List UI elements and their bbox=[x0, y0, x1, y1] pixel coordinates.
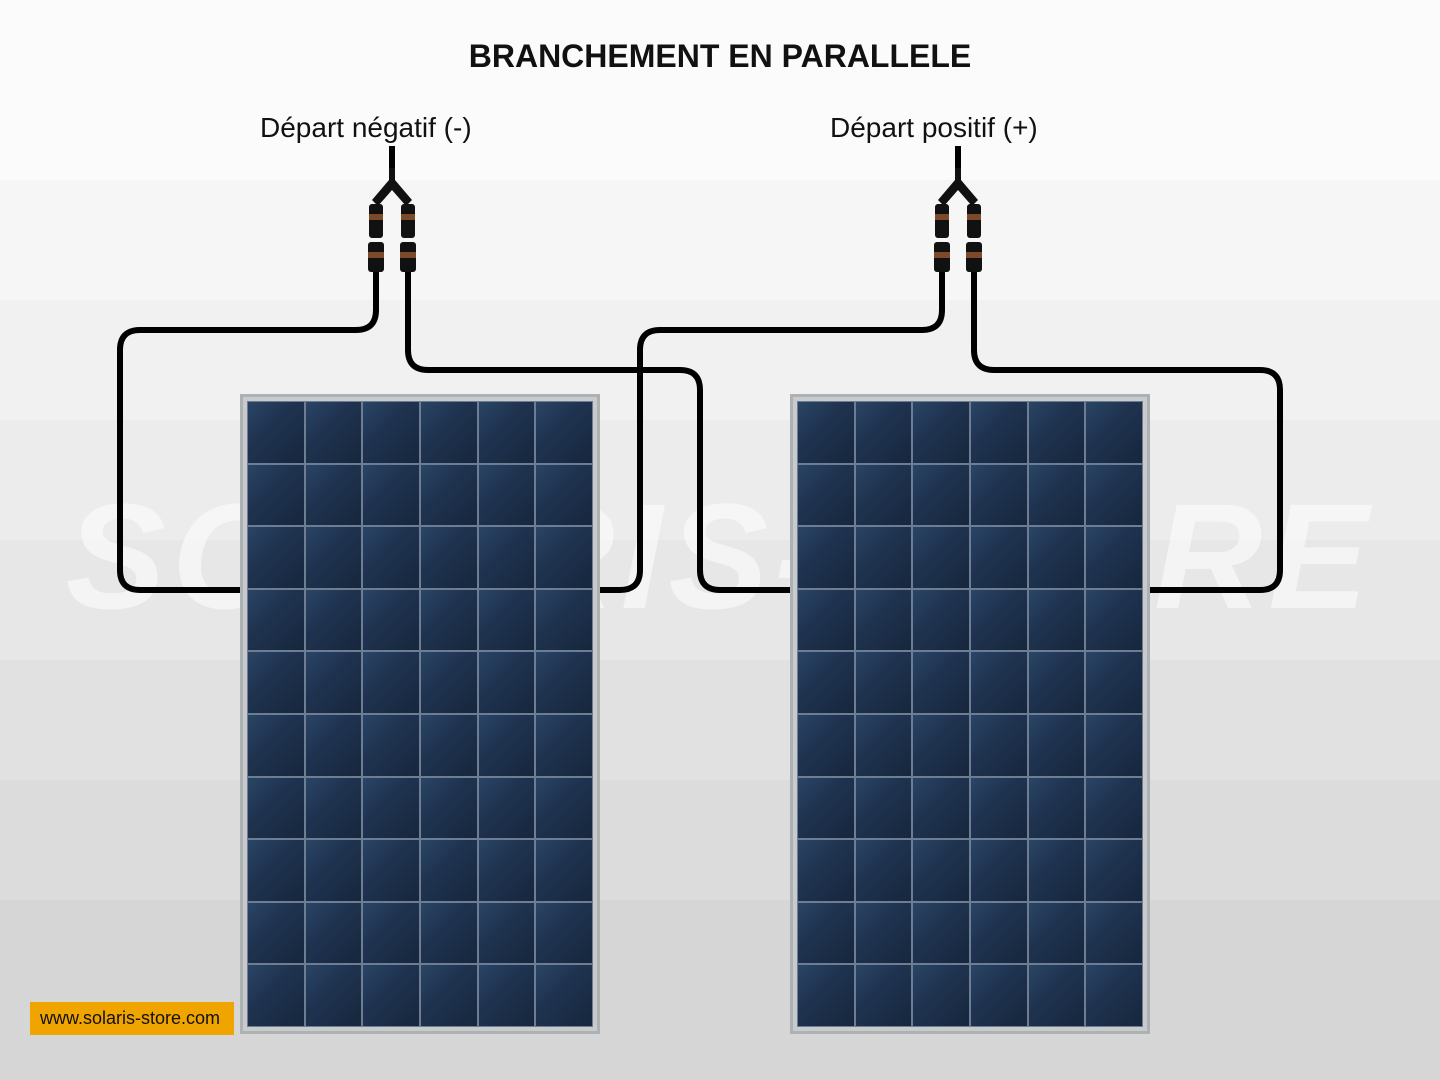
solar-panel-right bbox=[790, 394, 1150, 1034]
source-url-tag: www.solaris-store.com bbox=[30, 1002, 234, 1035]
label-positive: Départ positif (+) bbox=[830, 112, 1038, 144]
diagram-stage: SOLARIS-STORE BRANCHEMENT EN PARALLELE D… bbox=[0, 0, 1440, 1080]
panel-cells bbox=[247, 401, 593, 1027]
diagram-title: BRANCHEMENT EN PARALLELE bbox=[0, 38, 1440, 75]
panel-cells bbox=[797, 401, 1143, 1027]
solar-panel-left bbox=[240, 394, 600, 1034]
label-negative: Départ négatif (-) bbox=[260, 112, 472, 144]
